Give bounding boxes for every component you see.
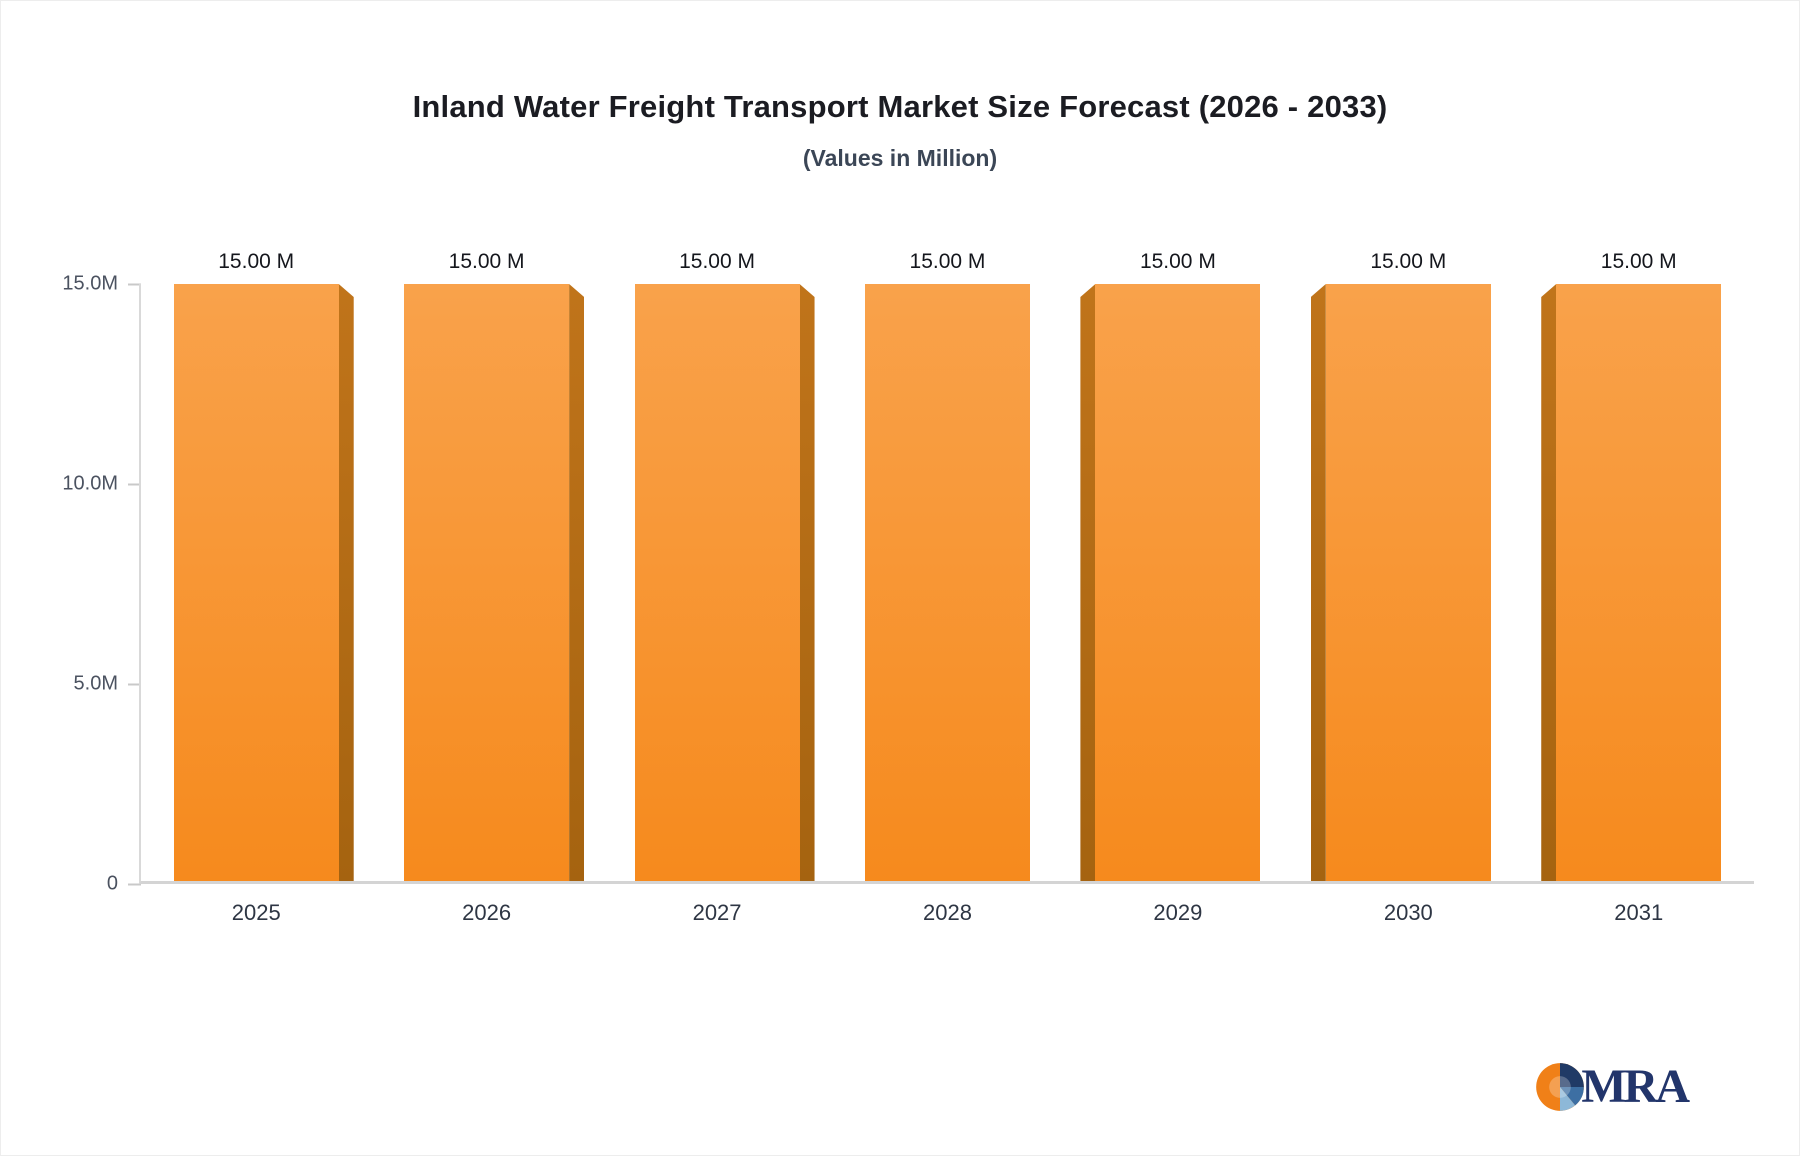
bar-group: 15.00 M: [371, 250, 601, 881]
bar-value-label: 15.00 M: [909, 250, 986, 273]
brand-logo-text: MRA: [1581, 1060, 1690, 1113]
y-tick: 10.0M: [62, 473, 141, 496]
y-tick-label: 5.0M: [73, 672, 118, 695]
bar-group: 15.00 M: [141, 250, 371, 881]
bar-value-label: 15.00 M: [1600, 250, 1677, 273]
y-tick-mark: [128, 883, 141, 885]
bar: 15.00 M: [1080, 250, 1261, 881]
bar-3d-side: [799, 284, 815, 881]
bar: 15.00 M: [173, 250, 354, 881]
bar-value-label: 15.00 M: [1370, 250, 1447, 273]
x-axis-label: 2027: [692, 900, 742, 925]
bar-value-label: 15.00 M: [679, 250, 755, 273]
bar-3d-side: [1541, 284, 1557, 881]
bar: 15.00 M: [404, 250, 585, 881]
bar-group: 15.00 M: [602, 250, 832, 881]
bar-group: 15.00 M: [832, 250, 1062, 881]
bar-3d-side: [338, 284, 354, 881]
chart-title: Inland Water Freight Transport Market Si…: [412, 89, 1388, 124]
y-tick-label: 10.0M: [62, 472, 118, 495]
bar: 15.00 M: [634, 250, 815, 881]
bar-group: 15.00 M: [1293, 250, 1523, 881]
bar: 15.00 M: [1310, 250, 1491, 881]
y-axis: 15.0M 10.0M 5.0M 0: [31, 273, 141, 895]
bar: 15.00 M: [1541, 250, 1722, 881]
bar: 15.00 M: [864, 250, 1030, 881]
y-tick: 15.0M: [62, 273, 141, 296]
bar-group: 15.00 M: [1063, 250, 1293, 881]
bar-3d-side: [569, 284, 585, 881]
bar-3d-side: [1310, 284, 1326, 881]
y-tick-mark: [128, 683, 141, 685]
x-axis-label: 2029: [1153, 900, 1203, 925]
bar-group: 15.00 M: [1524, 250, 1754, 881]
bar-value-label: 15.00 M: [448, 250, 525, 273]
y-tick-mark: [128, 483, 141, 485]
chart: Inland Water Freight Transport Market Si…: [1, 1, 1799, 926]
y-tick-label: 15.0M: [62, 272, 118, 295]
y-tick-label: 0: [106, 872, 118, 895]
plot-area: 15.00 M 15.00 M 15.00 M 15.00 M 15.00 M 15.00…: [139, 250, 1754, 884]
x-axis-label: 2026: [462, 900, 512, 925]
chart-subtitle: (Values in Million): [802, 145, 998, 171]
x-axis: 2025 2026 2027 2028 2029 2030 2031: [141, 900, 1754, 926]
bar-value-label: 15.00 M: [218, 250, 295, 273]
y-tick: 0: [107, 873, 141, 896]
bar-value-label: 15.00 M: [1139, 250, 1216, 273]
x-axis-label: 2025: [231, 900, 281, 925]
x-axis-label: 2031: [1614, 900, 1664, 925]
pie-logo-icon: [1536, 1063, 1585, 1111]
y-tick: 5.0M: [74, 673, 141, 696]
y-tick-mark: [128, 283, 141, 285]
bar-3d-side: [1080, 284, 1096, 881]
x-axis-label: 2028: [923, 900, 972, 925]
chart-area: 15.0M 10.0M 5.0M 0 15.00 M 15.00 M 15.00 M 15.…: [31, 250, 1754, 895]
x-axis-label: 2030: [1383, 900, 1433, 925]
brand-logo: MRA: [1534, 1060, 1690, 1113]
